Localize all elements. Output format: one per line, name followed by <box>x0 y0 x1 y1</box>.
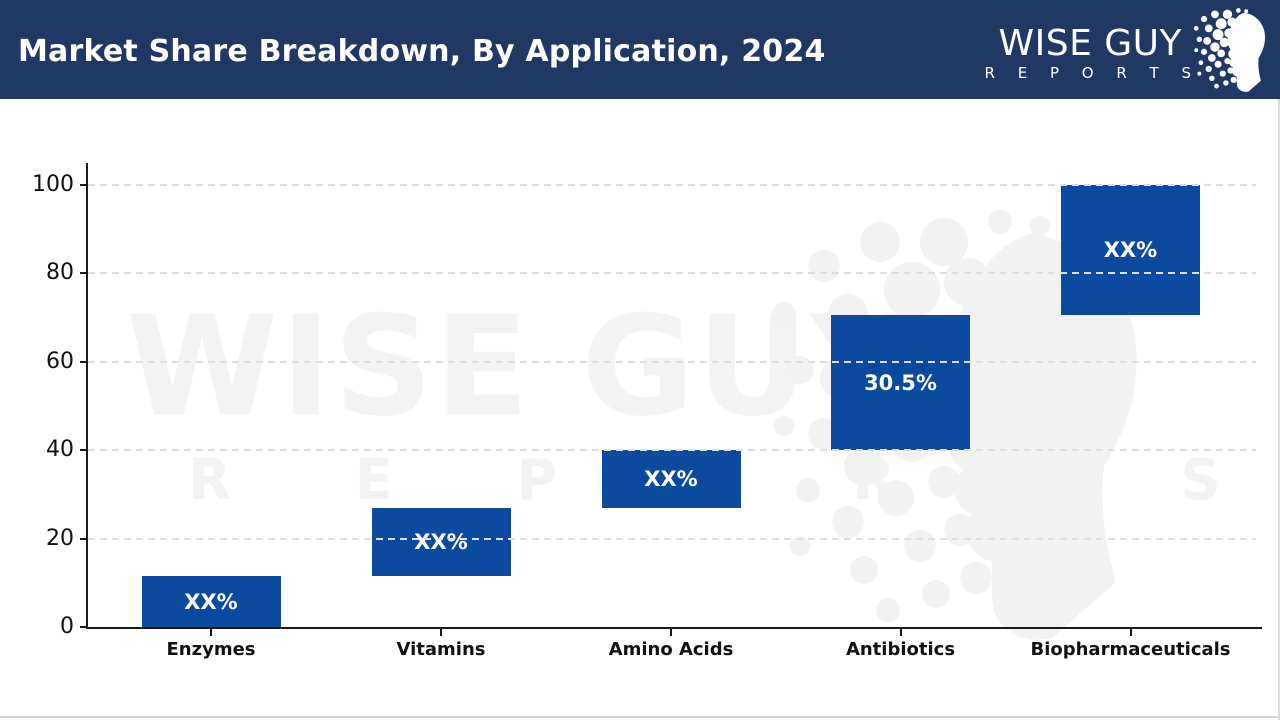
page-title: Market Share Breakdown, By Application, … <box>18 34 826 69</box>
x-axis-tick <box>899 629 902 636</box>
x-axis-tick <box>440 629 442 636</box>
y-axis-tick-label: 0 <box>60 614 74 639</box>
y-axis-tick-label: 40 <box>46 437 74 463</box>
gridline <box>88 537 1256 540</box>
wiseguy-logo-text: WISE GUY R E P O R T S <box>981 23 1200 83</box>
wiseguy-logo-secondary: R E P O R T S <box>984 64 1200 82</box>
x-axis-category-label: Enzymes <box>166 639 256 660</box>
bar-segment: XX% <box>1061 184 1200 316</box>
y-axis-tick-label: 100 <box>32 171 74 197</box>
wiseguy-logo-primary: WISE GUY <box>998 23 1183 64</box>
x-axis-category-label: Biopharmaceuticals <box>1030 639 1231 660</box>
bar-segment: 30.5% <box>831 315 970 451</box>
bar-value-label: 30.5% <box>864 370 937 395</box>
x-axis-category-label: Antibiotics <box>845 639 956 660</box>
x-axis-tick <box>670 629 672 636</box>
y-axis-tick <box>80 449 88 452</box>
gridline <box>88 183 1256 186</box>
wiseguy-logo: WISE GUY R E P O R T S <box>981 8 1268 94</box>
right-edge-line <box>1278 99 1280 720</box>
x-axis-category-label: Vitamins <box>396 639 486 660</box>
bar-segment: XX% <box>601 450 741 508</box>
bar-segment: XX% <box>371 507 511 577</box>
bar-segment: XX% <box>141 576 281 627</box>
y-axis-tick <box>80 626 88 628</box>
gridline <box>88 360 1256 363</box>
y-axis-tick-label: 60 <box>46 348 74 374</box>
y-axis-tick <box>80 360 88 363</box>
x-axis-tick <box>1129 629 1132 636</box>
gridline <box>88 272 1256 275</box>
gridline <box>88 449 1256 452</box>
y-axis-tick-label: 20 <box>46 525 74 551</box>
bar-value-label: XX% <box>644 466 698 491</box>
y-axis-tick <box>80 183 88 186</box>
header-bar: Market Share Breakdown, By Application, … <box>0 0 1280 99</box>
bar-value-label: XX% <box>1103 237 1158 262</box>
bar-value-label: XX% <box>414 529 468 554</box>
wiseguy-face-icon <box>1190 8 1268 94</box>
x-axis-tick <box>210 629 212 636</box>
bar-value-label: XX% <box>184 589 238 614</box>
bottom-edge-line <box>0 716 1280 718</box>
y-axis-tick <box>80 537 88 540</box>
y-axis-tick <box>80 272 88 275</box>
x-axis-line <box>86 627 1262 629</box>
y-axis-tick-label: 80 <box>46 260 74 286</box>
y-axis-line <box>86 163 88 629</box>
x-axis-category-label: Amino Acids <box>608 639 734 660</box>
